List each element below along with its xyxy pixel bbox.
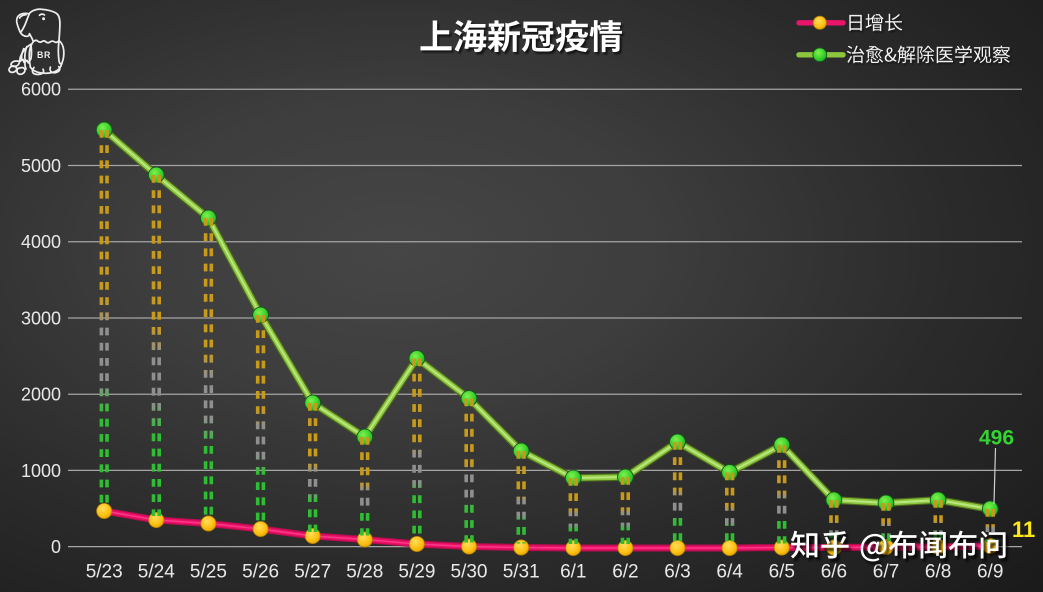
svg-text:2000: 2000 bbox=[21, 385, 61, 405]
svg-text:6/5: 6/5 bbox=[769, 562, 795, 583]
svg-text:5/30: 5/30 bbox=[451, 562, 488, 583]
svg-text:6/4: 6/4 bbox=[716, 562, 743, 583]
svg-text:6/1: 6/1 bbox=[560, 562, 586, 583]
svg-text:1000: 1000 bbox=[21, 461, 61, 481]
svg-text:11: 11 bbox=[1012, 517, 1035, 542]
svg-text:BR: BR bbox=[37, 50, 51, 60]
svg-text:5/29: 5/29 bbox=[398, 562, 435, 583]
svg-text:5/28: 5/28 bbox=[346, 562, 383, 583]
svg-text:3000: 3000 bbox=[21, 308, 61, 328]
svg-text:5/26: 5/26 bbox=[242, 562, 279, 583]
svg-text:5000: 5000 bbox=[21, 156, 61, 176]
svg-text:4000: 4000 bbox=[21, 232, 61, 252]
svg-text:6/3: 6/3 bbox=[664, 562, 690, 583]
svg-text:6000: 6000 bbox=[21, 80, 61, 100]
svg-text:6/8: 6/8 bbox=[925, 562, 951, 583]
svg-text:5/24: 5/24 bbox=[138, 562, 175, 583]
svg-text:6/7: 6/7 bbox=[873, 562, 899, 583]
svg-text:0: 0 bbox=[51, 537, 61, 557]
svg-text:6/2: 6/2 bbox=[612, 562, 638, 583]
svg-text:5/31: 5/31 bbox=[503, 562, 540, 583]
svg-text:5/23: 5/23 bbox=[86, 562, 123, 583]
svg-text:6/9: 6/9 bbox=[977, 562, 1003, 583]
svg-text:5/27: 5/27 bbox=[294, 562, 331, 583]
svg-text:6/6: 6/6 bbox=[821, 562, 847, 583]
svg-text:496: 496 bbox=[979, 427, 1014, 450]
svg-text:5/25: 5/25 bbox=[190, 562, 227, 583]
